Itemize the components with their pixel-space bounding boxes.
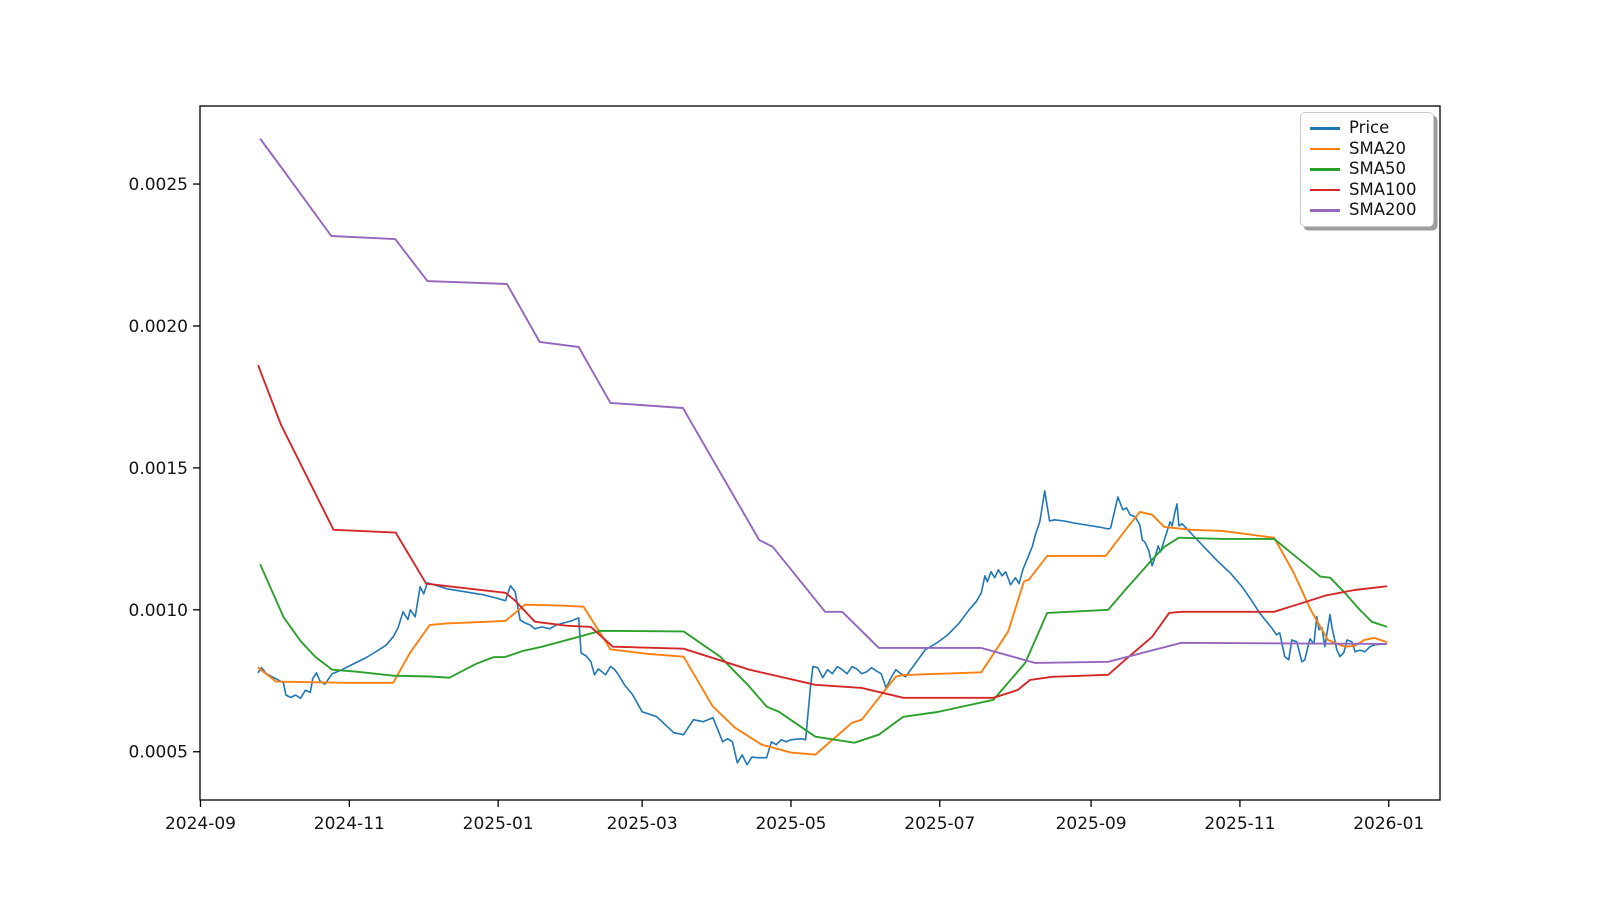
- x-tick-label: 2026-01: [1353, 814, 1424, 834]
- y-tick-label: 0.0010: [129, 601, 188, 621]
- legend-line-sample-sma50: [1310, 168, 1340, 171]
- series-sma20: [257, 510, 1388, 756]
- x-tick-label: 2024-11: [314, 814, 385, 834]
- y-tick-label: 0.0005: [129, 743, 188, 763]
- x-tick-label: 2025-07: [904, 814, 975, 834]
- series-sma100: [257, 364, 1388, 699]
- legend-label-sma50: SMA50: [1349, 159, 1406, 179]
- legend: Price SMA20 SMA50 SMA100 SMA200: [1300, 112, 1434, 227]
- x-tick-label: 2024-09: [165, 814, 236, 834]
- x-axis: 2024-09 2024-11 2025-01 2025-03 2025-05 2025-…: [165, 800, 1424, 834]
- legend-line-sample-price: [1310, 127, 1340, 130]
- x-tick-label: 2025-09: [1056, 814, 1127, 834]
- y-axis: 0.0005 0.0010 0.0015 0.0020 0.0025: [129, 175, 200, 763]
- legend-item-sma20: SMA20: [1310, 139, 1424, 160]
- legend-item-sma100: SMA100: [1310, 180, 1424, 201]
- legend-item-sma200: SMA200: [1310, 200, 1424, 221]
- series-sma200: [259, 138, 1388, 664]
- legend-label-price: Price: [1349, 118, 1390, 138]
- series-price: [257, 490, 1388, 766]
- x-tick-label: 2025-11: [1204, 814, 1275, 834]
- legend-label-sma200: SMA200: [1349, 200, 1417, 220]
- legend-line-sample-sma100: [1310, 188, 1340, 192]
- x-tick-label: 2025-01: [463, 814, 534, 834]
- legend-item-sma50: SMA50: [1310, 159, 1424, 180]
- series-sma50: [259, 536, 1388, 744]
- x-tick-label: 2025-03: [607, 814, 678, 834]
- y-tick-label: 0.0020: [129, 317, 188, 337]
- y-tick-label: 0.0015: [129, 459, 188, 479]
- y-tick-label: 0.0025: [129, 175, 188, 195]
- legend-line-sample-sma20: [1310, 147, 1340, 151]
- legend-item-price: Price: [1310, 118, 1424, 139]
- legend-label-sma20: SMA20: [1349, 138, 1406, 158]
- legend-label-sma100: SMA100: [1349, 179, 1417, 199]
- x-tick-label: 2025-05: [755, 814, 826, 834]
- legend-line-sample-sma200: [1310, 209, 1340, 212]
- plot-border: [199, 105, 1441, 801]
